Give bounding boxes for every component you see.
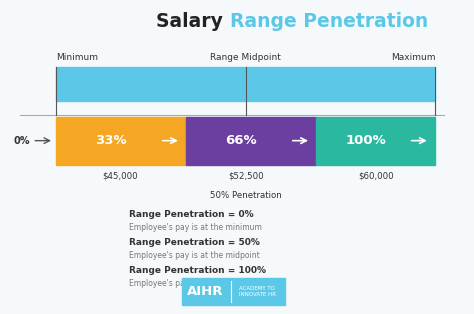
Text: Salary: Salary [156,12,230,31]
Text: Employee's pay is at the midpoint: Employee's pay is at the midpoint [129,251,260,260]
Bar [182,279,284,305]
Text: $52,500: $52,500 [228,171,264,180]
Text: $60,000: $60,000 [358,171,393,180]
Text: Range Penetration = 50%: Range Penetration = 50% [129,238,260,247]
Text: 50% Penetration: 50% Penetration [210,191,282,200]
Text: 0%: 0% [14,136,30,146]
Text: $45,000: $45,000 [102,171,138,180]
Text: 66%: 66% [226,134,257,147]
Text: Maximum: Maximum [391,53,435,62]
Text: Employee's pay is at the maximum: Employee's pay is at the maximum [129,279,264,288]
Text: Employee's pay is at the minimum: Employee's pay is at the minimum [129,223,262,232]
Text: ACADEMY TO
INNOVATE HR: ACADEMY TO INNOVATE HR [238,286,275,297]
Text: Range Penetration: Range Penetration [230,12,428,31]
Text: 100%: 100% [346,134,386,147]
Text: Minimum: Minimum [56,53,98,62]
Text: Range Penetration = 100%: Range Penetration = 100% [129,266,266,275]
Bar [186,116,317,165]
Bar [56,67,435,101]
Text: Range Penetration = 0%: Range Penetration = 0% [129,210,254,219]
Text: 33%: 33% [95,134,127,147]
Bar [317,116,435,165]
Text: AIHR: AIHR [187,285,224,298]
Text: Range Midpoint: Range Midpoint [210,53,281,62]
Bar [56,116,186,165]
